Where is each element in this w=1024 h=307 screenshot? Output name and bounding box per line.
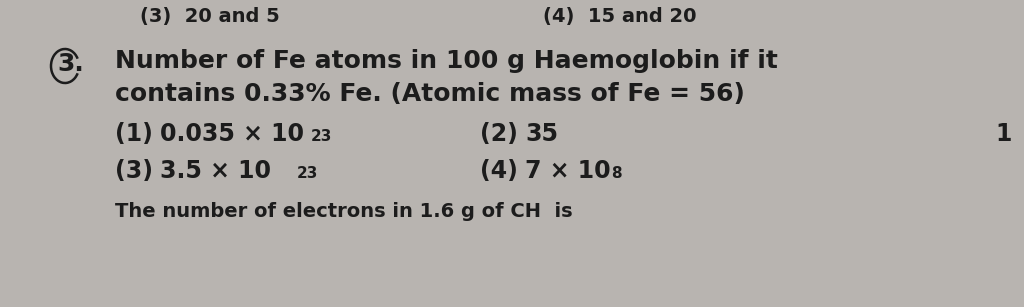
Text: (2): (2) — [480, 122, 518, 146]
Text: 23: 23 — [297, 166, 318, 181]
Text: 7 × 10: 7 × 10 — [525, 159, 610, 183]
Text: 1: 1 — [995, 122, 1012, 146]
Text: 0.035 × 10: 0.035 × 10 — [160, 122, 304, 146]
Text: contains 0.33% Fe. (Atomic mass of Fe = 56): contains 0.33% Fe. (Atomic mass of Fe = … — [115, 82, 744, 106]
Text: 35: 35 — [525, 122, 558, 146]
Text: 23: 23 — [311, 129, 333, 144]
Text: 3.5 × 10: 3.5 × 10 — [160, 159, 271, 183]
Text: (1): (1) — [115, 122, 153, 146]
Text: (4)  15 and 20: (4) 15 and 20 — [544, 7, 696, 26]
Text: 3.: 3. — [57, 52, 84, 76]
Text: (3): (3) — [115, 159, 153, 183]
Text: Number of Fe atoms in 100 g Haemoglobin if it: Number of Fe atoms in 100 g Haemoglobin … — [115, 49, 778, 73]
Text: 8: 8 — [611, 166, 622, 181]
Text: (3)  20 and 5: (3) 20 and 5 — [140, 7, 280, 26]
Text: The number of electrons in 1.6 g of CH  is: The number of electrons in 1.6 g of CH i… — [115, 202, 572, 221]
Text: (4): (4) — [480, 159, 518, 183]
